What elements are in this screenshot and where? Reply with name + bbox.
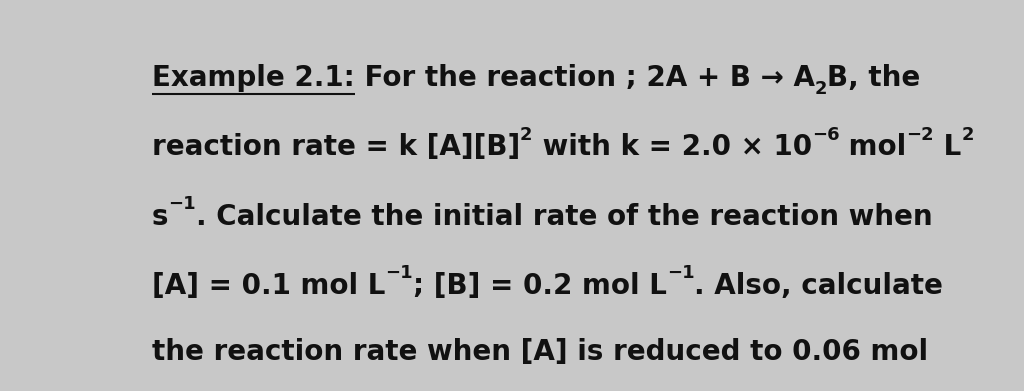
Text: s: s [152,203,168,231]
Text: For the reaction ; 2A + B → A: For the reaction ; 2A + B → A [354,64,814,92]
Text: −1: −1 [385,264,413,282]
Text: −1: −1 [168,195,196,213]
Text: −2: −2 [906,126,934,143]
Text: reaction rate = k [A][B]: reaction rate = k [A][B] [152,133,520,161]
Text: . Calculate the initial rate of the reaction when: . Calculate the initial rate of the reac… [196,203,933,231]
Text: mol: mol [840,133,906,161]
Text: the reaction rate when [A] is reduced to 0.06 mol: the reaction rate when [A] is reduced to… [152,338,928,366]
Text: 2: 2 [962,126,974,143]
Text: L: L [934,133,962,161]
Text: . Also, calculate: . Also, calculate [694,272,943,300]
Text: −6: −6 [812,126,840,143]
Text: 2: 2 [520,126,532,143]
Text: 2: 2 [814,81,827,99]
Text: −1: −1 [667,264,694,282]
Text: with k = 2.0 × 10: with k = 2.0 × 10 [532,133,812,161]
Text: Example 2.1:: Example 2.1: [152,64,354,92]
Text: [A] = 0.1 mol L: [A] = 0.1 mol L [152,272,385,300]
Text: B, the: B, the [827,64,921,92]
Text: ; [B] = 0.2 mol L: ; [B] = 0.2 mol L [413,272,667,300]
